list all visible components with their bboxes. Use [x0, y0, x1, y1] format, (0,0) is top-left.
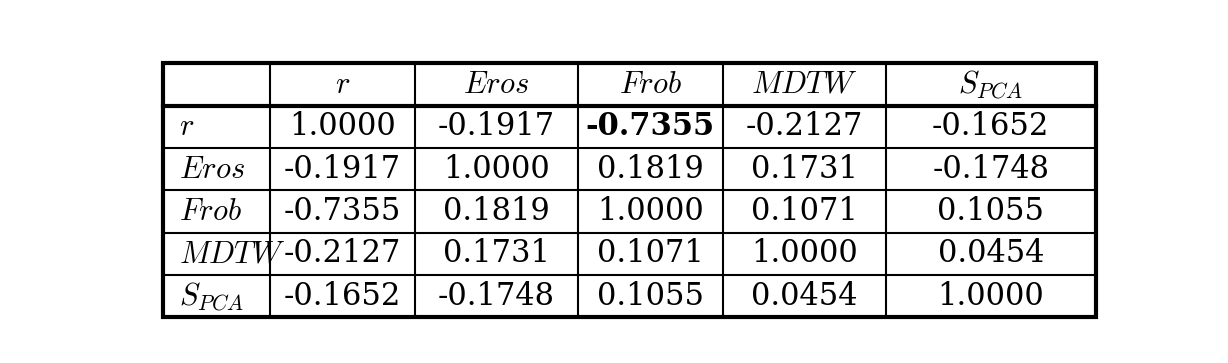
Text: $Eros$: $Eros$ — [463, 69, 529, 100]
Text: $Frob$: $Frob$ — [619, 69, 682, 100]
Text: $Frob$: $Frob$ — [179, 196, 242, 227]
Text: 0.1055: 0.1055 — [597, 281, 704, 312]
Text: -0.2127: -0.2127 — [745, 111, 863, 142]
Text: $MDTW$: $MDTW$ — [750, 69, 857, 100]
Text: -0.2127: -0.2127 — [284, 238, 402, 269]
Text: -0.7355: -0.7355 — [284, 196, 402, 227]
Text: 0.1055: 0.1055 — [937, 196, 1044, 227]
Text: -0.7355: -0.7355 — [586, 111, 715, 142]
Text: 1.0000: 1.0000 — [443, 154, 550, 185]
Text: -0.1748: -0.1748 — [438, 281, 555, 312]
Text: 0.1819: 0.1819 — [443, 196, 550, 227]
Text: $MDTW$: $MDTW$ — [179, 238, 286, 269]
Text: -0.1748: -0.1748 — [932, 154, 1049, 185]
Text: 1.0000: 1.0000 — [750, 238, 857, 269]
Text: -0.1917: -0.1917 — [438, 111, 555, 142]
Text: $Eros$: $Eros$ — [179, 154, 246, 185]
Text: -0.1917: -0.1917 — [284, 154, 402, 185]
Text: 0.1071: 0.1071 — [750, 196, 857, 227]
Text: 0.1731: 0.1731 — [750, 154, 857, 185]
Text: $S_{PCA}$: $S_{PCA}$ — [958, 68, 1023, 101]
Text: $S_{PCA}$: $S_{PCA}$ — [179, 280, 244, 313]
Text: -0.1652: -0.1652 — [284, 281, 402, 312]
Text: $r$: $r$ — [179, 111, 194, 142]
Text: 0.1071: 0.1071 — [597, 238, 704, 269]
Text: 0.0454: 0.0454 — [752, 281, 857, 312]
Text: 1.0000: 1.0000 — [937, 281, 1044, 312]
Text: 0.1731: 0.1731 — [443, 238, 550, 269]
Text: -0.1652: -0.1652 — [932, 111, 1050, 142]
Text: 0.1819: 0.1819 — [597, 154, 704, 185]
Text: $r$: $r$ — [335, 69, 350, 100]
Text: 1.0000: 1.0000 — [289, 111, 395, 142]
Text: 1.0000: 1.0000 — [597, 196, 704, 227]
Text: 0.0454: 0.0454 — [937, 238, 1044, 269]
